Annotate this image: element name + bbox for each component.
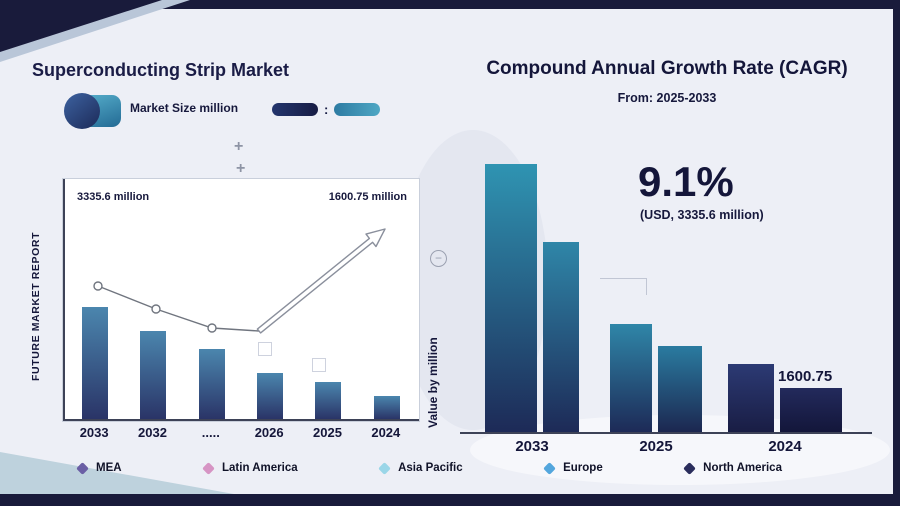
market-size-legend-label: Market Size million [130, 101, 239, 115]
legend-item-europe: Europe [543, 461, 603, 475]
legend-item-latin-america: Latin America [202, 461, 298, 475]
legend-label: North America [703, 462, 782, 474]
legend-label: Latin America [222, 462, 298, 474]
market-size-bar-2024 [373, 396, 400, 419]
left-x-label: 2024 [371, 425, 401, 440]
left-y-axis-line [63, 179, 65, 421]
page-title: Superconducting Strip Market [32, 60, 290, 80]
plus-icon: + [234, 138, 244, 155]
pill-teal-icon [334, 103, 381, 116]
legend-item-mea: MEA [76, 461, 122, 475]
cagr-bar-2025-1 [610, 324, 652, 432]
value-label-1600: 1600.75 [778, 368, 833, 385]
pill-navy-icon [272, 103, 318, 116]
diamond-icon [76, 461, 89, 475]
market-size-legend-icon [64, 93, 122, 129]
legend-label: MEA [96, 462, 122, 474]
cagr-bar-2024-1 [728, 364, 774, 432]
cagr-chart [460, 156, 872, 434]
cagr-bar-2033-2 [543, 242, 579, 432]
right-x-label: 2033 [515, 438, 549, 455]
legend-label: Asia Pacific [398, 462, 463, 474]
legend-item-asia-pacific: Asia Pacific [378, 461, 463, 475]
left-x-label: ..... [201, 425, 220, 440]
left-y-axis-label: FUTURE MARKET REPORT [30, 231, 42, 381]
cagr-percentage: 9.1% [638, 158, 734, 205]
annotation-2024-value: 1600.75 million [328, 191, 407, 203]
legend-item-north-america: North America [683, 461, 782, 475]
colon-glyph: : [324, 102, 329, 117]
region-legend: MEA Latin America Asia Pacific Europe North … [76, 461, 782, 475]
market-size-bar-2026 [257, 373, 284, 419]
left-x-label: 2026 [254, 425, 284, 440]
cagr-bar-2025-2 [658, 346, 702, 432]
right-x-axis-labels: 2033 2025 2024 [460, 438, 872, 458]
cagr-subtitle: From: 2025-2033 [617, 91, 717, 105]
market-size-bar-2025 [315, 382, 342, 419]
watermark-square-icon [312, 358, 326, 372]
cylinder-icon-navy-part [64, 93, 100, 129]
diamond-icon [202, 461, 215, 475]
left-x-label: 2025 [313, 425, 342, 440]
diamond-icon [378, 461, 391, 475]
cagr-bar-2024-2 [780, 388, 842, 432]
market-size-bars [66, 179, 416, 419]
market-size-bar-2033 [82, 307, 109, 419]
cagr-note: (USD, 3335.6 million) [640, 208, 764, 222]
diamond-icon [543, 461, 556, 475]
cagr-title: Compound Annual Growth Rate (CAGR) [486, 58, 848, 79]
frame-top-bar [0, 0, 900, 9]
legend-label: Europe [563, 462, 603, 474]
annotation-2033-value: 3335.6 million [77, 191, 150, 203]
right-y-axis-label: Value by million [426, 337, 440, 428]
left-x-axis-line [63, 419, 419, 421]
market-size-chart: 3335.6 million 1600.75 million [62, 178, 420, 422]
frame-right-bar [893, 0, 900, 506]
scale-pill-icon: : [272, 102, 381, 117]
watermark-bracket-shape [600, 278, 647, 295]
right-x-label: 2024 [768, 438, 802, 455]
plus-icon: + [236, 160, 246, 177]
market-size-bar-2032 [140, 331, 167, 419]
frame-bottom-bar [0, 494, 900, 506]
left-x-axis-labels: 2033 2032..... 2026 2025 2024 [62, 425, 418, 440]
left-x-label: 2033 [79, 425, 109, 440]
left-x-label: 2032 [138, 425, 167, 440]
right-x-label: 2025 [639, 438, 673, 455]
watermark-square-icon [258, 342, 272, 356]
cagr-bar-2033-1 [485, 164, 537, 432]
circle-minus-icon: − [430, 250, 447, 267]
diamond-icon [683, 461, 697, 475]
market-size-bar-..... [198, 349, 225, 419]
corner-navy-shape [0, 0, 162, 52]
